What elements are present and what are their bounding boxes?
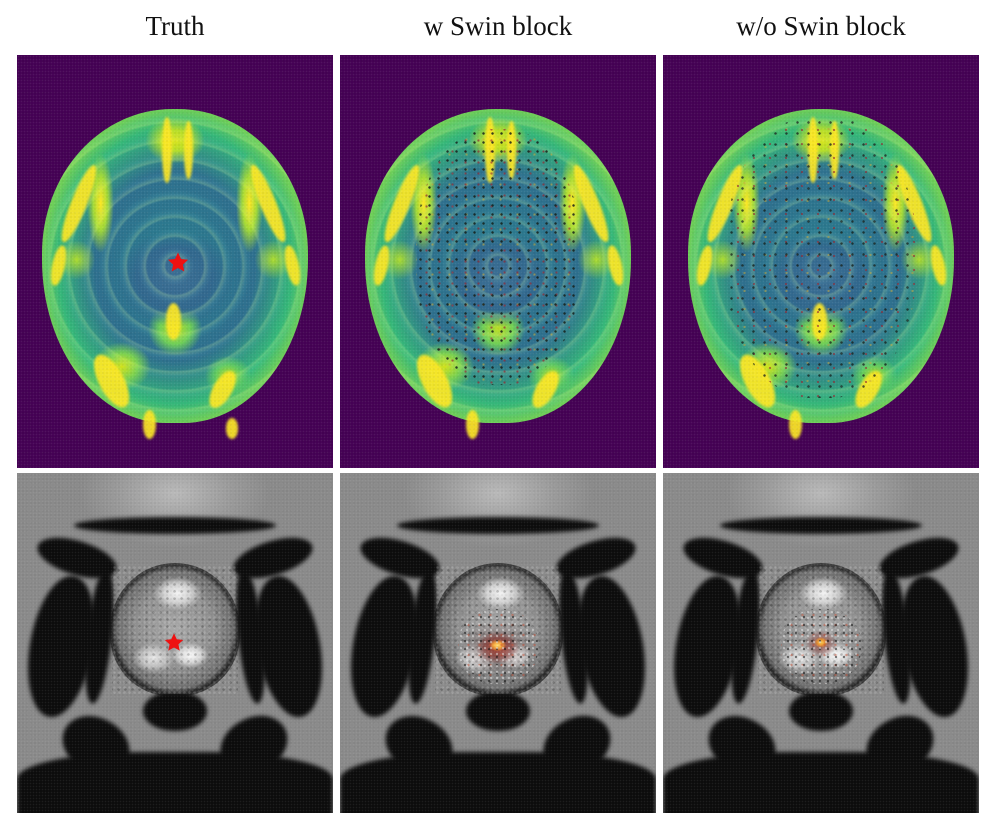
prostate-truth-image [17, 473, 333, 813]
column-title-truth: Truth [145, 11, 205, 41]
panel-prostate-without-swin [663, 473, 979, 813]
saliency-speckle [726, 116, 916, 398]
saliency-speckle [780, 608, 862, 684]
marker-star-icon [164, 632, 186, 654]
panel-brain-truth [17, 55, 333, 468]
column-title-without-swin-block: w/o Swin block [736, 11, 906, 41]
prostate-gland [757, 564, 885, 694]
panel-prostate-with-swin [340, 473, 656, 813]
brain-fold [225, 418, 239, 440]
brain-fold [789, 410, 803, 440]
brain-fold [184, 121, 193, 179]
anatomy-dark-region [789, 690, 853, 732]
gland-texture [111, 564, 239, 694]
panel-prostate-truth [17, 473, 333, 813]
anatomy-dark-region [396, 517, 600, 535]
column-title-with-swin-block: w Swin block [423, 11, 573, 41]
marker-star-icon [167, 251, 189, 273]
brain-truth-image [17, 55, 333, 468]
saliency-speckle [415, 129, 581, 386]
brain-without-swin-image [663, 55, 979, 468]
anatomy-dark-region [466, 690, 530, 732]
anatomy-dark-region [719, 517, 923, 535]
brain-fold [162, 116, 172, 184]
saliency-speckle [457, 608, 539, 684]
brain-with-swin-image [340, 55, 656, 468]
brain-fold [165, 302, 182, 340]
anatomy-dark-region [340, 751, 656, 813]
anatomy-dark-region [17, 751, 333, 813]
brain-fold [143, 410, 157, 440]
brain-fold [466, 410, 480, 440]
prostate-without-swin-image [663, 473, 979, 813]
prostate-with-swin-image [340, 473, 656, 813]
panel-brain-without-swin [663, 55, 979, 468]
anatomy-dark-region [143, 690, 207, 732]
column-title-row: Truth w Swin block w/o Swin block [0, 0, 987, 52]
anatomy-dark-region [73, 517, 277, 535]
panel-brain-with-swin [340, 55, 656, 468]
prostate-gland [434, 564, 562, 694]
anatomy-dark-region [663, 751, 979, 813]
prostate-gland [111, 564, 239, 694]
